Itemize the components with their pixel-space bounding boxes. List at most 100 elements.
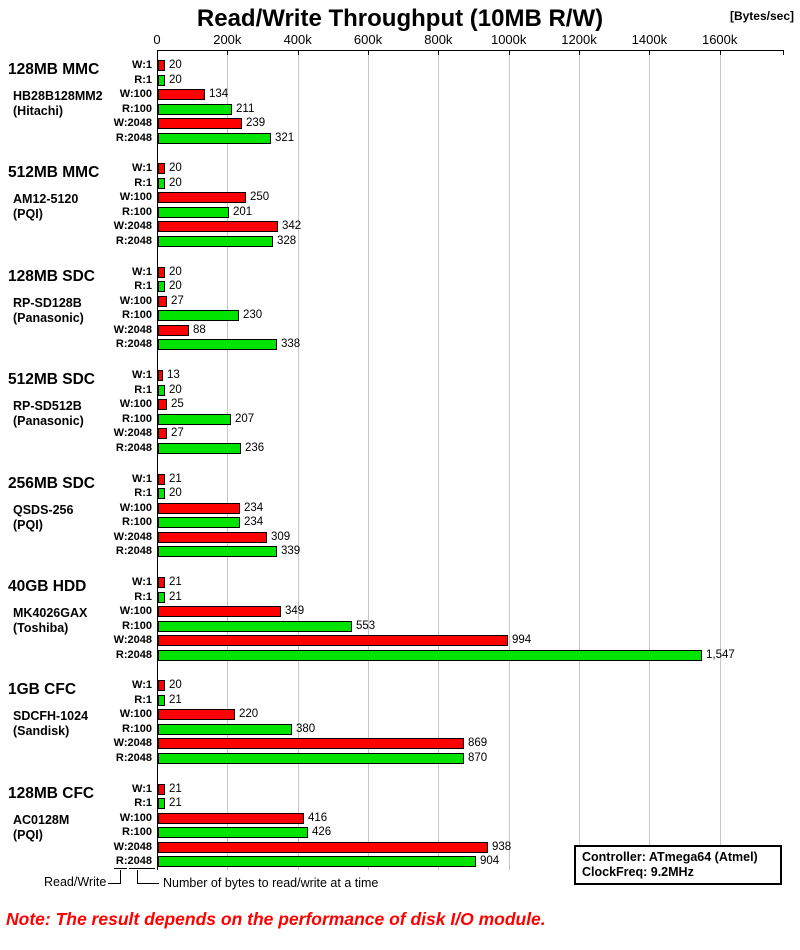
bar-value-label: 134: [209, 88, 229, 100]
bar-row-label: R:100: [122, 206, 152, 218]
group-vendor: (Sandisk): [13, 724, 70, 739]
bar-value-label: 938: [492, 841, 512, 853]
bar-value-label: 211: [236, 103, 255, 115]
bar-row-label: R:2048: [115, 132, 152, 144]
write-bar: [158, 635, 508, 646]
bar-row-label: R:1: [134, 74, 152, 86]
bar-value-label: 20: [169, 266, 182, 278]
bar-value-label: 207: [235, 413, 255, 425]
read-bar: [158, 443, 241, 454]
axis-tick-label: 800k: [424, 32, 453, 47]
bar-row-label: W:100: [119, 398, 152, 410]
group-vendor: (Hitachi): [13, 104, 63, 118]
gridline: [649, 50, 651, 870]
footnote-read-write: Read/Write: [44, 875, 107, 889]
bar-row-label: W:1: [132, 162, 152, 174]
group-vendor: (PQI): [13, 207, 43, 222]
underline-readwrite-prefix: [114, 868, 127, 869]
bar-value-label: 321: [275, 132, 295, 144]
bar-value-label: 21: [169, 797, 182, 809]
read-bar: [158, 207, 229, 218]
bar-row-label: R:1: [134, 797, 152, 809]
underline-bytes-count: [129, 868, 155, 869]
read-bar: [158, 546, 277, 557]
group-vendor: (Toshiba): [13, 621, 69, 635]
bar-row-label: W:1: [132, 59, 152, 71]
read-bar: [158, 753, 464, 764]
group-model: SDCFH-1024: [13, 709, 89, 724]
write-bar: [158, 428, 167, 439]
bar-value-label: 426: [312, 826, 332, 838]
bar-value-label: 20: [169, 487, 182, 499]
group-name: 128MB MMC: [8, 61, 100, 78]
axis-tick: [783, 50, 784, 55]
read-bar: [158, 281, 165, 292]
write-bar: [158, 118, 242, 129]
bar-row-label: W:2048: [113, 737, 152, 749]
axis-tick: [579, 50, 581, 55]
write-bar: [158, 606, 281, 617]
bar-value-label: 234: [244, 516, 264, 528]
bar-value-label: 239: [246, 117, 266, 129]
read-bar: [158, 104, 232, 115]
bar-row-label: W:100: [119, 812, 152, 824]
read-bar: [158, 339, 277, 350]
read-bar: [158, 414, 231, 425]
write-bar: [158, 89, 205, 100]
bar-row-label: R:100: [122, 309, 152, 321]
connector-line-bytes: [137, 870, 159, 884]
read-bar: [158, 724, 292, 735]
bar-row-label: R:1: [134, 694, 152, 706]
gridline: [438, 50, 440, 870]
axis-tick: [368, 50, 369, 55]
bar-row-label: W:100: [119, 708, 152, 720]
bar-row-label: R:1: [134, 591, 152, 603]
bar-row-label: W:100: [119, 295, 152, 307]
axis-tick-label: 0: [153, 32, 161, 47]
bar-value-label: 21: [169, 783, 182, 795]
gridline: [579, 50, 581, 870]
bar-value-label: 349: [285, 605, 305, 617]
x-axis-line: [157, 50, 783, 51]
bar-row-label: R:2048: [115, 855, 152, 867]
bar-row-label: R:100: [122, 516, 152, 528]
bar-value-label: 20: [169, 177, 182, 189]
bar-row-label: R:100: [122, 723, 152, 735]
bar-row-label: R:1: [134, 487, 152, 499]
bar-value-label: 21: [169, 694, 182, 706]
group-vendor: (PQI): [13, 517, 43, 532]
bar-value-label: 20: [169, 59, 182, 71]
bar-row-label: R:100: [122, 103, 152, 115]
bar-value-label: 309: [271, 531, 291, 543]
bar-value-label: 234: [244, 502, 264, 514]
axis-tick-label: 400k: [283, 32, 312, 47]
bar-row-label: R:2048: [115, 649, 152, 661]
bar-row-label: W:100: [119, 191, 152, 203]
bar-value-label: 21: [169, 576, 182, 588]
bar-value-label: 20: [169, 162, 182, 174]
read-bar: [158, 650, 702, 661]
bar-value-label: 339: [281, 545, 301, 557]
gridline: [508, 50, 510, 870]
bar-row-label: W:1: [132, 369, 152, 381]
read-bar: [158, 178, 165, 189]
clockfreq-line: ClockFreq: 9.2MHz: [582, 865, 694, 879]
controller-info-box: Controller: ATmega64 (Atmel) ClockFreq: …: [574, 845, 782, 885]
gridline: [719, 50, 721, 870]
bar-value-label: 20: [169, 280, 182, 292]
write-bar: [158, 738, 464, 749]
read-bar: [158, 695, 165, 706]
group-vendor: (Panasonic): [13, 414, 84, 429]
group-name: 256MB SDC: [8, 474, 95, 492]
bar-value-label: 869: [468, 737, 488, 749]
axis-unit-label: [Bytes/sec]: [729, 9, 794, 23]
bar-value-label: 21: [169, 591, 182, 603]
axis-tick-label: 1600k: [701, 32, 738, 47]
bar-row-label: R:100: [122, 620, 152, 632]
axis-tick-label: 1400k: [631, 32, 668, 47]
write-bar: [158, 784, 165, 795]
read-bar: [158, 592, 165, 603]
read-bar: [158, 236, 273, 247]
write-bar: [158, 370, 163, 381]
